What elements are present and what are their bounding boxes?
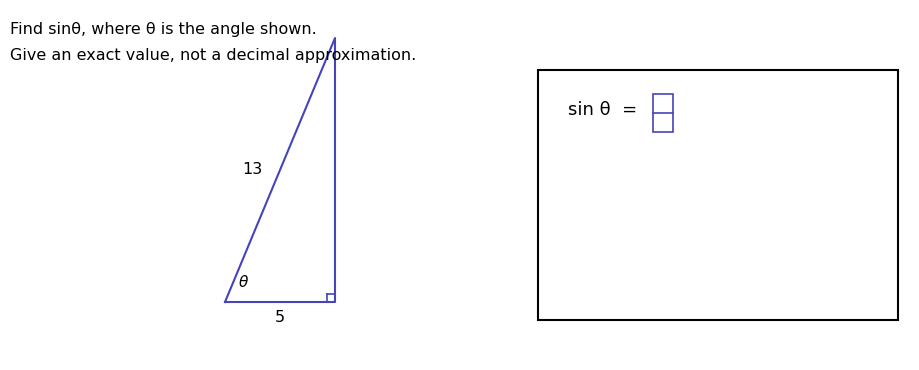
Text: 13: 13 — [242, 162, 262, 178]
Text: Give an exact value, not a decimal approximation.: Give an exact value, not a decimal appro… — [10, 48, 416, 63]
Bar — [653, 94, 673, 132]
Bar — [538, 70, 898, 320]
Text: Find sinθ, where θ is the angle shown.: Find sinθ, where θ is the angle shown. — [10, 22, 317, 37]
Text: θ: θ — [239, 275, 248, 290]
Text: 5: 5 — [275, 310, 285, 325]
Text: sin θ  =: sin θ = — [568, 101, 637, 119]
